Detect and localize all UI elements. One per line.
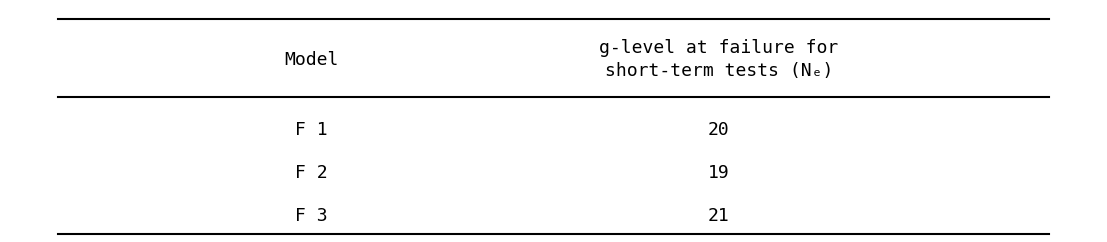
Text: g-level at failure for
short-term tests (Nₑ): g-level at failure for short-term tests … [599, 39, 838, 80]
Text: 19: 19 [707, 164, 730, 182]
Text: 21: 21 [707, 207, 730, 225]
Text: Model: Model [284, 51, 339, 68]
Text: F 1: F 1 [294, 121, 328, 139]
Text: 20: 20 [707, 121, 730, 139]
Text: F 3: F 3 [294, 207, 328, 225]
Text: F 2: F 2 [294, 164, 328, 182]
